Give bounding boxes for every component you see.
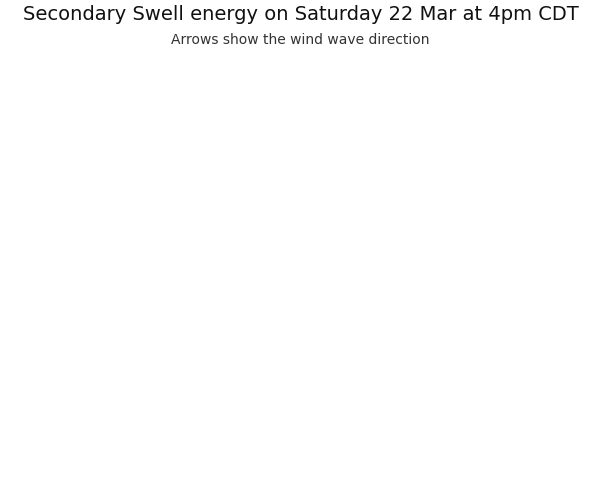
Text: Arrows show the wind wave direction: Arrows show the wind wave direction <box>171 33 430 47</box>
Text: Secondary Swell energy on Saturday 22 Mar at 4pm CDT: Secondary Swell energy on Saturday 22 Ma… <box>23 5 578 24</box>
